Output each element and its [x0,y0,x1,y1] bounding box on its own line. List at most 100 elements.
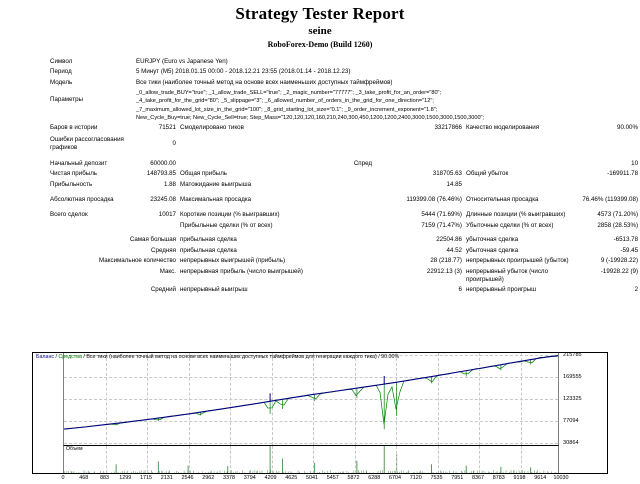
gridline-vertical [354,353,356,445]
spacer-cell [178,135,374,154]
gridline-horizontal [64,421,558,422]
spacer-cell [134,221,178,231]
avg-label: Средний [150,286,176,294]
profit-trades-label: Прибыльные сделки (% от всех) [180,221,273,229]
spacer-cell [374,154,464,169]
x-axis-tick-label: 3378 [223,475,235,481]
profit-factor-label: Прибыльность [50,180,93,188]
profit-trades-value: 7159 (71.47%) [421,221,462,229]
parameters-line: _0_allow_trade_BUY="true"; _1_allow_trad… [136,90,442,97]
x-axis-tick-label: 9614 [534,475,547,481]
gridline-vertical [188,353,190,445]
model-value: Все тики (наиболее точный метод на основ… [136,78,393,86]
y-axis-tick-label: 215785 [563,352,582,358]
table-row: Модель Все тики (наиболее точный метод н… [48,78,640,88]
chart-legend: Баланс / Средства / Все тики (наиболее т… [36,354,399,361]
x-axis-tick-label: 8367 [472,475,484,481]
legend-equity-label: Средства [58,354,82,360]
table-row: Максимальное количество непрерывных выиг… [48,256,640,266]
spacer-cell [464,154,572,169]
page-title: Strategy Tester Report [235,4,405,23]
net-profit-label: Чистая прибыль [50,170,98,178]
chart-plot-area [63,353,559,445]
equity-line [64,355,558,430]
average-label: Средняя [151,246,176,254]
gridline-vertical [230,353,231,445]
x-axis-tick-label: 8783 [492,475,505,481]
table-row: Чистая прибыль 148793.85 Общая прибыль 3… [48,169,640,179]
table-row: Начальный депозит 60000.00 Спред 10 [48,154,640,169]
gridline-horizontal [64,355,558,356]
spread-value: 10 [631,159,639,167]
table-row: Баров в истории 71521 Смоделировано тико… [48,123,640,135]
gridline-vertical [105,353,107,445]
gridline-vertical [188,446,190,473]
avg-consec-wins-label: непрерывный выигрыш [180,286,248,294]
x-axis-tick-label: 6288 [368,475,381,481]
spacer-cell [464,135,572,154]
x-axis-tick-label: 3794 [243,475,256,481]
table-row-parameters: Параметры _0_allow_trade_BUY="true"; _1_… [48,88,640,123]
bars-label: Баров в истории [50,124,98,132]
table-row: Прибыльные сделки (% от всех) 7159 (71.4… [48,221,640,231]
x-axis-tick-label: 10030 [553,475,569,481]
gridline-horizontal [64,443,558,444]
spacer-cell [572,135,640,154]
x-axis-tick-label: 7120 [409,475,422,481]
table-row: Период 5 Минут (M5) 2018.01.15 00:00 - 2… [48,67,640,77]
short-positions-label: Короткие позиции (% выигравших) [180,211,280,219]
report-header: Strategy Tester Report seine RoboForex-D… [0,0,640,51]
gridline-vertical [437,353,439,445]
chart-x-axis: 0 468 883 1299 1715 2131 2546 2962 3378 3794 4209 4… [62,474,569,484]
gridline-vertical [313,446,314,473]
gridline-vertical [437,446,439,473]
largest-loss-value: -6513.78 [613,236,639,244]
max-consec-profit-label: непрерывная прибыль (число выигрышей) [180,267,303,275]
largest-loss-label: убыточная сделка [466,236,519,244]
report-table: Символ EURJPY (Euro vs Japanese Yen) Пер… [48,57,640,296]
gridline-vertical [313,353,314,445]
parameters-value: _0_allow_trade_BUY="true"; _1_allow_trad… [134,88,640,123]
largest-win-value: 22504.86 [436,236,462,244]
gridline-vertical [271,446,273,473]
average-win-label: прибыльная сделка [180,246,237,254]
balance-line [64,354,558,430]
gridline-horizontal [64,398,558,400]
expected-payoff-value: 14.85 [446,180,462,188]
short-positions-value: 5444 (71.69%) [421,211,462,219]
table-row: Прибыльность 1.88 Матожидание выигрыша 1… [48,180,640,190]
max-dd-value: 119399.08 (76.46%) [406,196,462,204]
equity-chart: Баланс / Средства / Все тики (наиболее т… [32,352,608,481]
x-axis-tick-label: 468 [79,475,89,481]
volume-subplot: Объем [63,445,559,473]
gridline-vertical [230,446,231,473]
gross-loss-value: -169911.78 [607,170,639,178]
table-row: Абсолютная просадка 23245.08 Максимальна… [48,190,640,205]
x-axis-tick-label: 7535 [430,475,443,481]
x-axis-tick-label: 1299 [119,475,132,481]
parameters-line: _7_maximum_allowed_lot_size_in_the_grid=… [136,106,438,113]
spread-label: Спред [353,159,372,167]
gridline-vertical [105,446,107,473]
net-profit-value: 148793.85 [146,170,176,178]
average-win-value: 44.52 [446,246,462,254]
deposit-label: Начальный депозит [50,159,108,167]
chart-series-svg [64,354,558,430]
average-loss-label: убыточная сделка [466,246,519,254]
rel-dd-label: Относительная просадка [466,196,539,204]
table-row: Самая большая прибыльная сделка 22504.86… [48,231,640,245]
table-row: Всего сделок 10017 Короткие позиции (% в… [48,205,640,220]
x-axis-tick-label: 5041 [306,475,318,481]
x-axis-tick-label: 2131 [160,475,173,481]
loss-trades-label: Убыточные сделки (% от всех) [466,221,554,229]
x-axis-tick-label: 4625 [285,475,298,481]
max-consecutive-label: Максимальное количество [99,257,176,265]
largest-label: Самая большая [129,236,176,244]
table-row: Средний непрерывный выигрыш 6 непрерывны… [48,285,640,295]
x-axis-tick-label: 5872 [347,475,360,481]
max-consec-loss-label: непрерывный убыток (число проигрышей) [466,267,549,283]
report-subtitle: seine [308,25,332,37]
gridline-vertical [396,446,397,473]
spacer-cell [572,180,640,190]
